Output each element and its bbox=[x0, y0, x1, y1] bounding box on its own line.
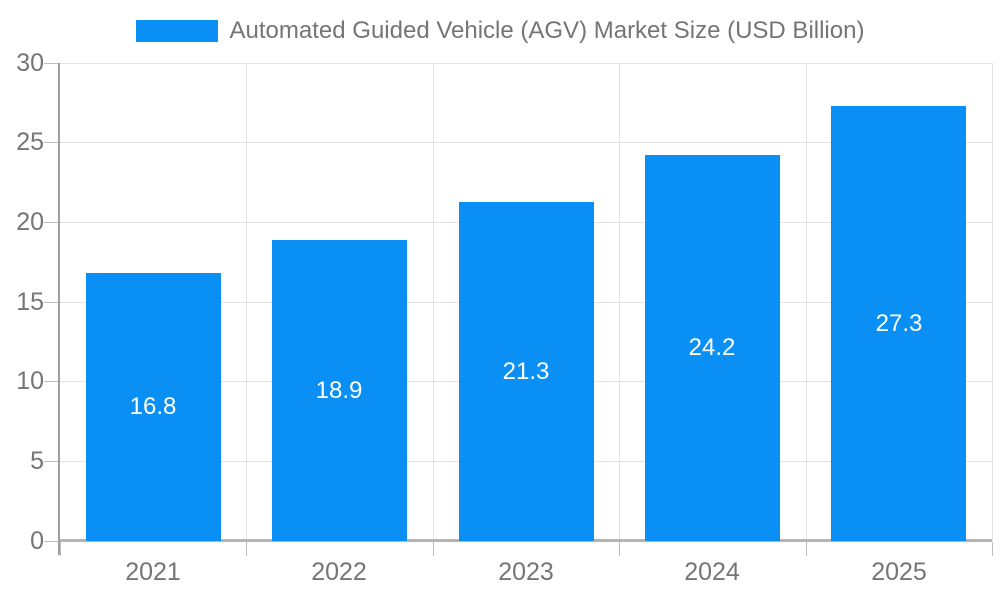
bar-value-label: 16.8 bbox=[129, 393, 177, 420]
x-gridline bbox=[618, 63, 620, 541]
bar-value-label: 24.2 bbox=[688, 334, 736, 361]
y-axis-tick-label: 0 bbox=[30, 526, 44, 555]
bar bbox=[272, 240, 407, 541]
y-axis-tick-label: 20 bbox=[16, 207, 44, 236]
x-gridline bbox=[432, 63, 434, 541]
bar-value-label: 21.3 bbox=[502, 358, 550, 385]
y-tick-mark bbox=[44, 540, 58, 542]
y-tick-mark bbox=[44, 142, 58, 144]
x-tick-mark bbox=[991, 542, 993, 556]
y-axis-tick-label: 15 bbox=[16, 287, 44, 316]
y-axis-line bbox=[58, 63, 60, 555]
bar bbox=[831, 106, 966, 541]
y-gridline bbox=[60, 142, 992, 144]
y-gridline bbox=[60, 62, 992, 64]
bar bbox=[86, 273, 221, 541]
x-tick-mark bbox=[245, 542, 247, 556]
x-axis-tick-label: 2021 bbox=[125, 558, 181, 586]
bar bbox=[645, 155, 780, 541]
x-gridline bbox=[991, 63, 993, 541]
x-tick-mark bbox=[59, 542, 61, 556]
plot-area: 0 5 10 15 20 25 30 16.8 2021 18.9 2022 21.3 2023 24.2… bbox=[16, 50, 993, 586]
y-tick-mark bbox=[44, 301, 58, 303]
x-gridline bbox=[805, 63, 807, 541]
y-tick-mark bbox=[44, 62, 58, 64]
chart-legend: Automated Guided Vehicle (AGV) Market Si… bbox=[0, 17, 1000, 45]
x-axis-tick-label: 2025 bbox=[871, 558, 927, 586]
y-tick-mark bbox=[44, 381, 58, 383]
legend-swatch bbox=[135, 20, 218, 42]
y-axis-tick-label: 30 bbox=[16, 48, 44, 77]
x-axis-tick-label: 2023 bbox=[498, 558, 554, 586]
x-axis-tick-label: 2024 bbox=[684, 558, 740, 586]
y-axis-tick-label: 25 bbox=[16, 128, 44, 157]
x-tick-mark bbox=[432, 542, 434, 556]
x-axis-tick-label: 2022 bbox=[311, 558, 367, 586]
x-gridline bbox=[245, 63, 247, 541]
x-tick-mark bbox=[805, 542, 807, 556]
y-tick-mark bbox=[44, 221, 58, 223]
y-axis-tick-label: 10 bbox=[16, 367, 44, 396]
legend-label: Automated Guided Vehicle (AGV) Market Si… bbox=[229, 17, 865, 44]
y-axis-tick-label: 5 bbox=[30, 446, 44, 475]
bar-value-label: 27.3 bbox=[875, 310, 923, 337]
x-tick-mark bbox=[618, 542, 620, 556]
y-tick-mark bbox=[44, 460, 58, 462]
bar-value-label: 18.9 bbox=[315, 377, 363, 404]
bar bbox=[459, 202, 594, 541]
